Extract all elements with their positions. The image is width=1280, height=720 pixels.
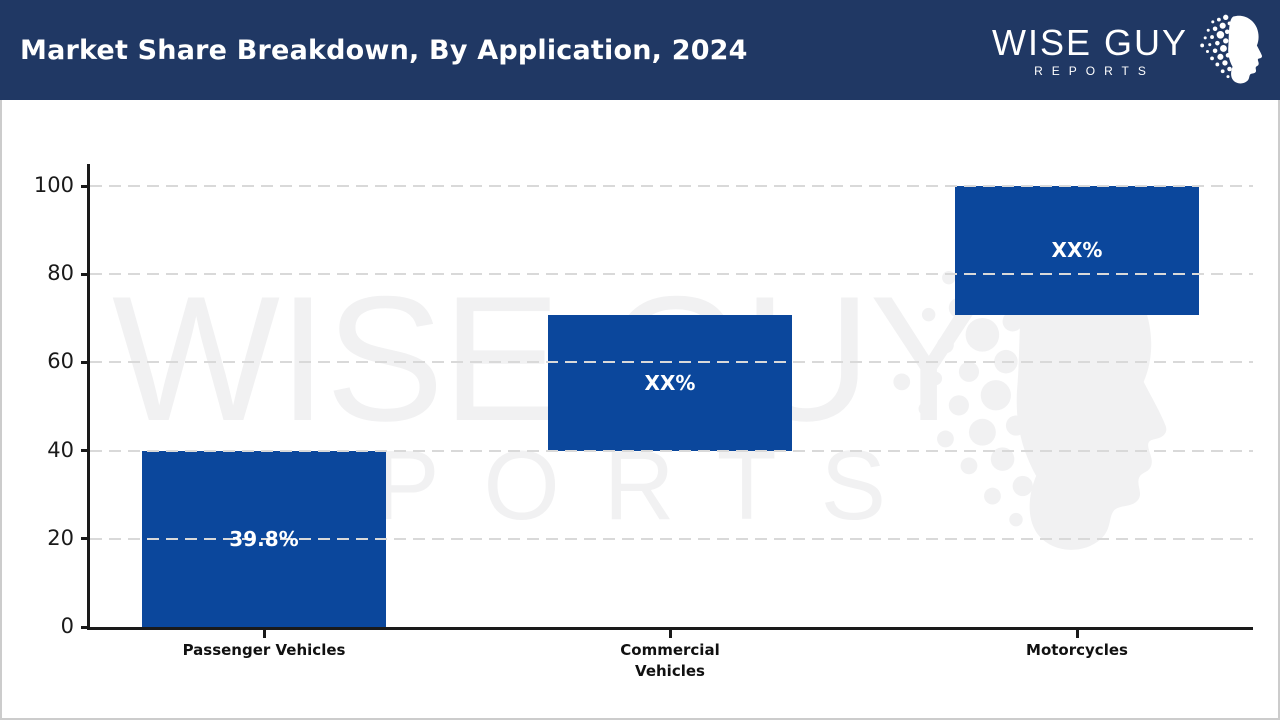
y-tick-40 bbox=[81, 449, 90, 453]
x-tick-label-passenger-vehicles: Passenger Vehicles bbox=[182, 641, 346, 659]
x-axis-line bbox=[87, 627, 1253, 630]
gridline-100 bbox=[90, 185, 1253, 187]
bar-value-label-passenger-vehicles: 39.8% bbox=[229, 527, 299, 552]
y-tick-label-0: 0 bbox=[60, 614, 74, 638]
y-tick-label-60: 60 bbox=[47, 349, 74, 374]
y-tick-label-100: 100 bbox=[33, 173, 74, 197]
y-tick-20 bbox=[81, 537, 90, 541]
bar-commercial-vehicles bbox=[548, 314, 792, 452]
bar-motorcycles bbox=[955, 186, 1199, 315]
y-tick-100 bbox=[81, 184, 90, 188]
header-bar: Market Share Breakdown, By Application, … bbox=[0, 0, 1280, 100]
y-tick-80 bbox=[81, 272, 90, 276]
x-tick-label-motorcycles: Motorcycles bbox=[1026, 641, 1128, 659]
gridline-40 bbox=[90, 449, 1253, 452]
y-tick-0 bbox=[81, 625, 90, 629]
x-tick-commercial-vehicles bbox=[668, 630, 672, 638]
y-axis-line bbox=[87, 164, 90, 630]
page-title: Market Share Breakdown, By Application, … bbox=[20, 34, 748, 66]
x-tick-motorcycles bbox=[1075, 630, 1079, 638]
gridline-20 bbox=[90, 537, 1253, 540]
x-tick-passenger-vehicles bbox=[262, 630, 266, 638]
y-tick-label-40: 40 bbox=[47, 437, 74, 462]
bar-value-label-motorcycles: XX% bbox=[1051, 238, 1103, 263]
gridline-60 bbox=[90, 361, 1253, 364]
y-tick-label-80: 80 bbox=[47, 261, 74, 286]
brand-logo: WISE GUY REPORTS bbox=[992, 8, 1266, 92]
logo-subtitle: REPORTS bbox=[1034, 63, 1155, 78]
x-tick-label-commercial-vehicles: Commercial Vehicles bbox=[620, 641, 720, 680]
y-tick-label-20: 20 bbox=[47, 525, 74, 550]
logo-wordmark: WISE GUY bbox=[991, 21, 1188, 63]
bar-value-label-commercial-vehicles: XX% bbox=[644, 371, 696, 396]
y-tick-60 bbox=[81, 360, 90, 364]
brand-logo-text: WISE GUY REPORTS bbox=[991, 21, 1188, 78]
gridline-80 bbox=[90, 273, 1253, 276]
